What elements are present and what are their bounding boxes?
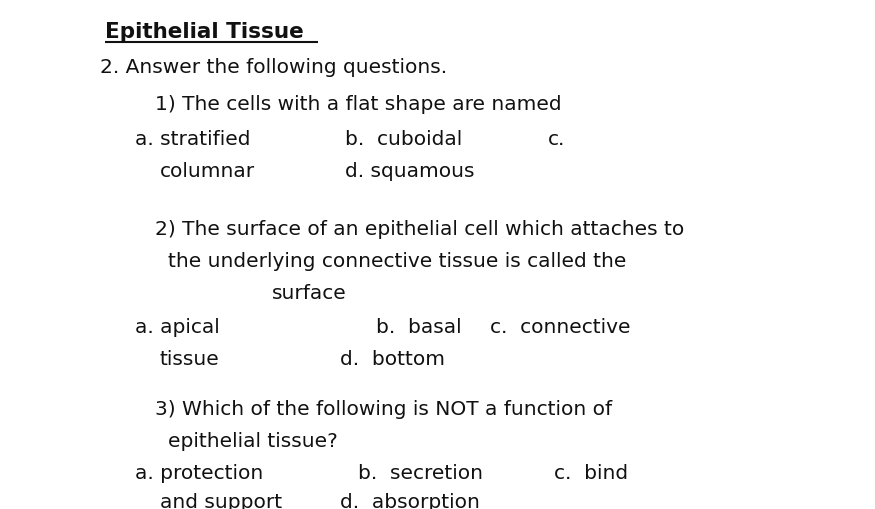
Text: 2) The surface of an epithelial cell which attaches to: 2) The surface of an epithelial cell whi… [155,220,684,239]
Text: the underlying connective tissue is called the: the underlying connective tissue is call… [168,252,626,271]
Text: b.  basal: b. basal [376,318,462,337]
Text: 2. Answer the following questions.: 2. Answer the following questions. [100,58,447,77]
Text: 1) The cells with a flat shape are named: 1) The cells with a flat shape are named [155,95,562,114]
Text: columnar: columnar [160,162,256,181]
Text: surface: surface [272,284,346,303]
Text: Epithelial Tissue: Epithelial Tissue [105,22,304,42]
Text: d.  bottom: d. bottom [340,350,445,369]
Text: d.  absorption: d. absorption [340,493,480,509]
Text: b.  cuboidal: b. cuboidal [345,130,462,149]
Text: a. apical: a. apical [135,318,220,337]
Text: a. protection: a. protection [135,464,263,483]
Text: c.  connective: c. connective [490,318,631,337]
Text: c.  bind: c. bind [554,464,628,483]
Text: epithelial tissue?: epithelial tissue? [168,432,338,451]
Text: c.: c. [548,130,565,149]
Text: 3) Which of the following is NOT a function of: 3) Which of the following is NOT a funct… [155,400,612,419]
Text: and support: and support [160,493,282,509]
Text: tissue: tissue [160,350,220,369]
Text: a. stratified: a. stratified [135,130,250,149]
Text: d. squamous: d. squamous [345,162,474,181]
Text: b.  secretion: b. secretion [358,464,483,483]
